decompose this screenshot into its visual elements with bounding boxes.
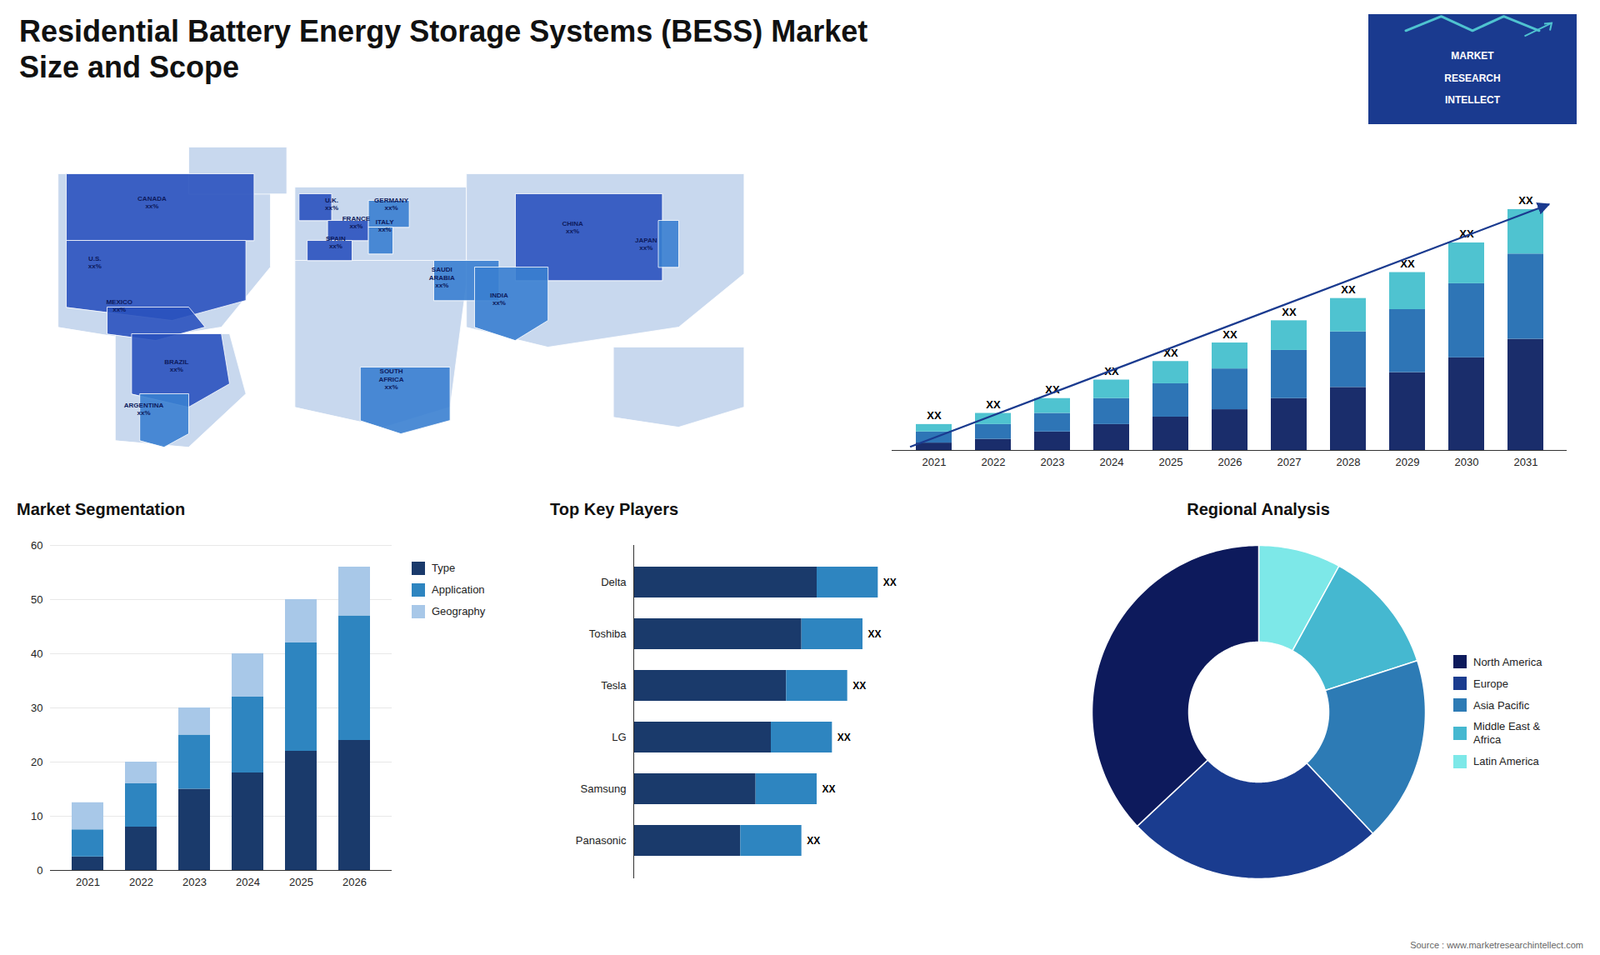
svg-text:2021: 2021: [75, 875, 100, 889]
svg-text:LG: LG: [611, 730, 626, 744]
svg-text:2026: 2026: [342, 875, 367, 889]
svg-text:2022: 2022: [981, 455, 1006, 469]
svg-text:XX: XX: [1518, 194, 1534, 207]
html-text:Type: Type: [431, 561, 456, 575]
svg-text:XX: XX: [1281, 305, 1297, 319]
svg-text:XX: XX: [1340, 283, 1356, 296]
html-text:North America: North America: [1473, 655, 1542, 668]
html-text:Application: Application: [431, 583, 485, 596]
svg-text:2030: 2030: [1455, 455, 1480, 469]
html-text:Geography: Geography: [431, 605, 486, 618]
svg-text:XX: XX: [1104, 365, 1119, 378]
svg-text:ITALYxx%: ITALYxx%: [375, 218, 395, 235]
svg-text:XX: XX: [868, 628, 882, 640]
html-text:Market Segmentation: Market Segmentation: [16, 500, 186, 519]
svg-text:XX: XX: [822, 783, 836, 795]
svg-text:U.S.xx%: U.S.xx%: [88, 255, 102, 271]
svg-text:XX: XX: [837, 731, 851, 744]
svg-text:Delta: Delta: [600, 575, 627, 589]
svg-text:2024: 2024: [1100, 455, 1125, 469]
svg-text:2031: 2031: [1514, 455, 1539, 469]
svg-text:2021: 2021: [922, 455, 947, 469]
svg-text:XX: XX: [1222, 328, 1238, 341]
svg-text:2022: 2022: [129, 875, 154, 889]
svg-text:Panasonic: Panasonic: [575, 834, 627, 847]
svg-text:XX: XX: [1163, 346, 1179, 359]
svg-text:10: 10: [30, 810, 43, 823]
svg-text:U.K.xx%: U.K.xx%: [325, 196, 339, 213]
svg-text:GERMANYxx%: GERMANYxx%: [374, 196, 410, 213]
svg-text:40: 40: [30, 647, 43, 660]
svg-text:2028: 2028: [1336, 455, 1361, 469]
svg-text:2023: 2023: [1040, 455, 1065, 469]
svg-text:JAPANxx%: JAPANxx%: [635, 236, 658, 253]
html-text:Top Key Players: Top Key Players: [550, 500, 679, 519]
svg-text:SPAINxx%: SPAINxx%: [325, 235, 346, 251]
svg-text:2027: 2027: [1277, 455, 1302, 469]
svg-text:Samsung: Samsung: [580, 782, 627, 795]
svg-text:XX: XX: [883, 576, 897, 589]
svg-text:BRAZILxx%: BRAZILxx%: [164, 358, 189, 375]
html-text:Residential Battery Energy Sto: Residential Battery Energy Storage Syste…: [19, 14, 868, 85]
html-text:MARKET: MARKET: [1451, 50, 1494, 62]
html-text:Regional Analysis: Regional Analysis: [1186, 500, 1330, 519]
svg-text:CHINAxx%: CHINAxx%: [561, 220, 584, 236]
svg-text:XX: XX: [1045, 383, 1060, 396]
svg-text:2026: 2026: [1218, 455, 1243, 469]
svg-text:ARGENTINAxx%: ARGENTINAxx%: [124, 401, 165, 418]
svg-text:CANADAxx%: CANADAxx%: [137, 195, 167, 211]
svg-text:XX: XX: [1459, 227, 1474, 241]
html-text:RESEARCH: RESEARCH: [1444, 72, 1501, 84]
svg-text:XX: XX: [926, 409, 942, 422]
svg-text:FRANCExx%: FRANCExx%: [342, 215, 371, 231]
svg-text:SOUTHAFRICAxx%: SOUTHAFRICAxx%: [378, 367, 404, 391]
svg-text:Tesla: Tesla: [600, 679, 627, 692]
svg-text:2025: 2025: [289, 875, 314, 889]
svg-text:50: 50: [30, 593, 43, 606]
html-text:Middle East & Africa: Middle East & Africa: [1473, 720, 1541, 746]
svg-text:30: 30: [30, 701, 43, 715]
html-text:Europe: Europe: [1473, 677, 1509, 690]
html-text:Asia Pacific: Asia Pacific: [1473, 698, 1530, 712]
html-text:INTELLECT: INTELLECT: [1445, 94, 1500, 106]
svg-text:2023: 2023: [182, 875, 207, 889]
svg-text:XX: XX: [985, 398, 1001, 411]
svg-text:Toshiba: Toshiba: [589, 627, 628, 640]
svg-text:SAUDIARABIAxx%: SAUDIARABIAxx%: [429, 265, 455, 290]
svg-text:2029: 2029: [1395, 455, 1420, 469]
html-text:Latin America: Latin America: [1473, 754, 1539, 768]
svg-text:2025: 2025: [1159, 455, 1184, 469]
svg-text:INDIAxx%: INDIAxx%: [490, 291, 509, 308]
html-text:Source : www.marketresearchint: Source : www.marketresearchintellect.com: [1410, 940, 1584, 950]
svg-text:60: 60: [30, 539, 43, 552]
svg-text:XX: XX: [1400, 257, 1415, 270]
svg-text:MEXICOxx%: MEXICOxx%: [105, 298, 133, 315]
svg-text:2024: 2024: [235, 875, 260, 889]
svg-text:0: 0: [36, 864, 43, 877]
svg-text:XX: XX: [806, 835, 820, 847]
svg-text:XX: XX: [852, 680, 866, 692]
svg-text:20: 20: [30, 755, 43, 769]
